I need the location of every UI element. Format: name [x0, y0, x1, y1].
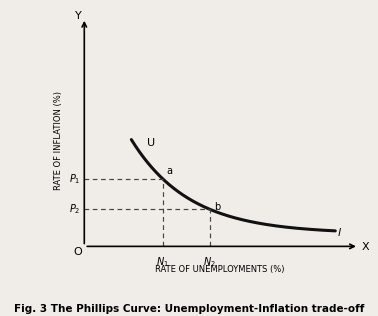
Text: X: X	[361, 242, 369, 252]
Text: O: O	[73, 247, 82, 257]
Text: $N_2$: $N_2$	[203, 255, 216, 269]
Text: a: a	[167, 166, 173, 176]
Text: $P_2$: $P_2$	[69, 202, 81, 216]
Text: Fig. 3 The Phillips Curve: Unemployment-Inflation trade-off: Fig. 3 The Phillips Curve: Unemployment-…	[14, 304, 364, 314]
Text: Y: Y	[75, 11, 82, 21]
Text: RATE OF INFLATION (%): RATE OF INFLATION (%)	[54, 91, 63, 190]
Text: U: U	[147, 138, 155, 148]
Text: RATE OF UNEMPLOYMENTS (%): RATE OF UNEMPLOYMENTS (%)	[155, 265, 285, 274]
Text: l: l	[338, 228, 341, 238]
Text: $P_1$: $P_1$	[69, 172, 81, 186]
Text: b: b	[214, 202, 220, 212]
Text: $N_1$: $N_1$	[156, 255, 169, 269]
